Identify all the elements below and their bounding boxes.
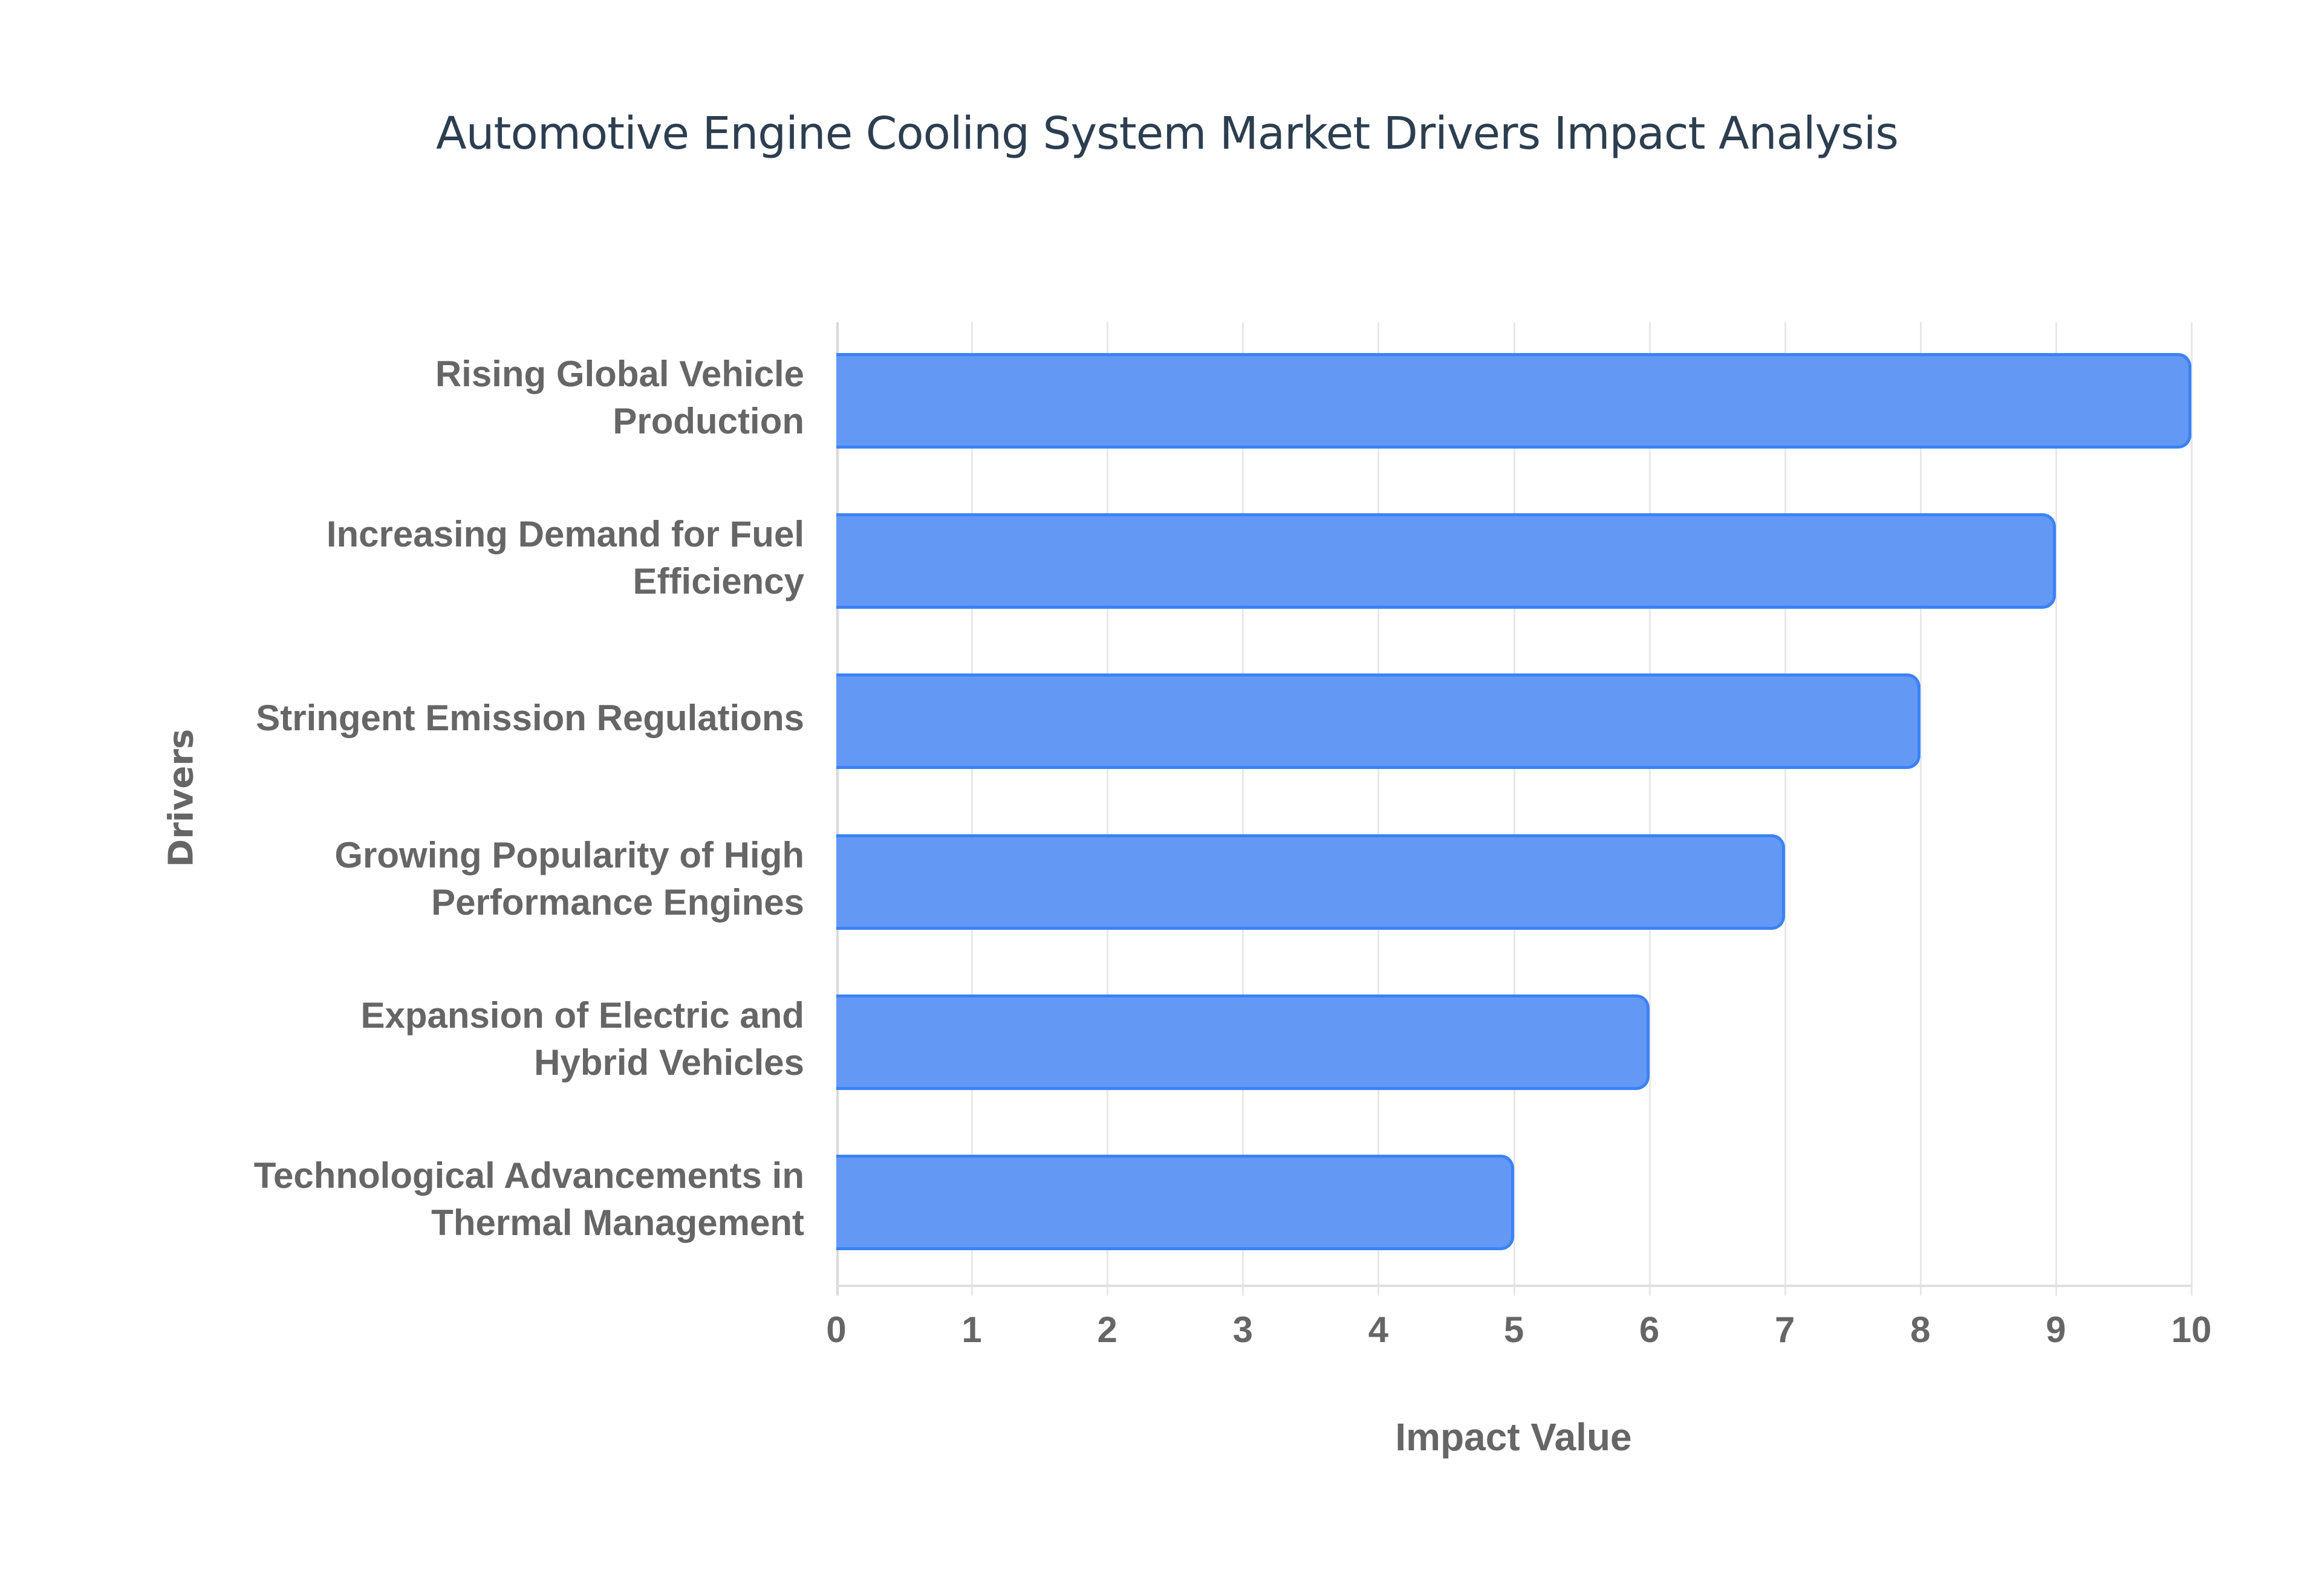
gridline — [1784, 322, 1786, 1296]
x-tick-label: 4 — [1368, 1309, 1389, 1350]
gridline — [2055, 322, 2057, 1296]
x-tick-label: 2 — [1097, 1309, 1117, 1350]
y-category-label: Rising Global Vehicle Production — [435, 353, 804, 441]
x-tick-label: 9 — [2046, 1309, 2066, 1350]
bar[interactable] — [836, 673, 1920, 770]
y-axis-title: Drivers — [161, 728, 201, 868]
gridline — [1513, 322, 1515, 1296]
x-tick-label: 6 — [1639, 1309, 1660, 1350]
x-axis-line — [836, 1285, 2191, 1287]
gridline — [971, 322, 974, 1296]
bar[interactable] — [836, 513, 2056, 609]
bar[interactable] — [836, 352, 2191, 449]
gridline — [1377, 322, 1380, 1296]
y-axis-line — [836, 322, 839, 1296]
x-axis-title: Impact Value — [1395, 1415, 1632, 1459]
x-tick-label: 0 — [826, 1309, 847, 1350]
x-tick-label: 3 — [1232, 1309, 1253, 1350]
y-category-label: Growing Popularity of High Performance E… — [334, 834, 804, 923]
chart-title: Automotive Engine Cooling System Market … — [436, 108, 1899, 160]
x-tick-label: 5 — [1503, 1309, 1524, 1350]
bar[interactable] — [836, 1155, 1514, 1251]
gridline — [1107, 322, 1109, 1296]
y-category-label: Expansion of Electric and Hybrid Vehicle… — [360, 995, 804, 1083]
y-category-label: Stringent Emission Regulations — [256, 698, 804, 739]
bar[interactable] — [836, 994, 1650, 1090]
x-tick-label: 7 — [1775, 1309, 1795, 1350]
gridline — [2191, 322, 2193, 1296]
x-tick-label: 1 — [961, 1309, 982, 1350]
gridline — [1919, 322, 1922, 1296]
x-tick-label: 10 — [2171, 1309, 2212, 1350]
gridline — [1242, 322, 1244, 1296]
plot-area — [836, 322, 2193, 1296]
bar[interactable] — [836, 834, 1785, 930]
y-category-label: Increasing Demand for Fuel Efficiency — [326, 514, 804, 602]
gridline — [1648, 322, 1651, 1296]
y-category-label: Technological Advancements in Thermal Ma… — [253, 1155, 804, 1244]
x-tick-label: 8 — [1910, 1309, 1931, 1350]
